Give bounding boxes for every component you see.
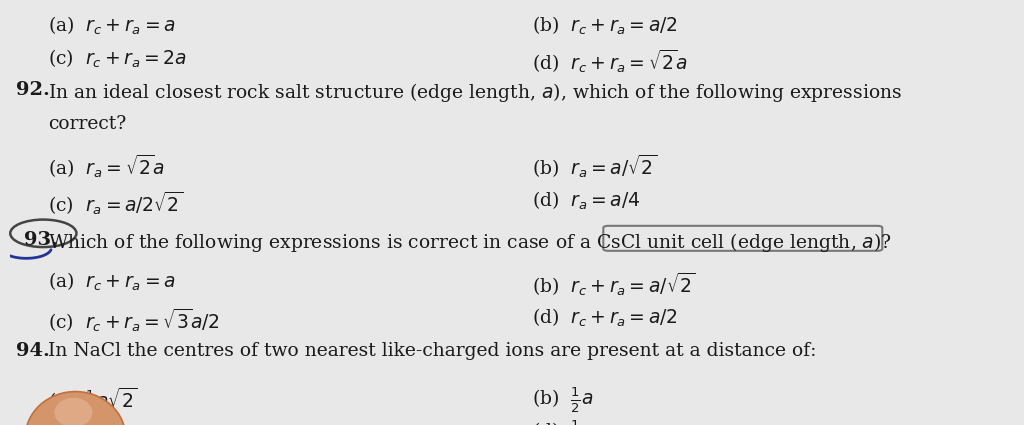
Text: (a)  $r_c + r_a = a$: (a) $r_c + r_a = a$ [48,15,176,37]
Text: $a$: $a$ [79,416,90,425]
Ellipse shape [54,398,92,425]
Text: (b)  $r_c + r_a = a/2$: (b) $r_c + r_a = a/2$ [532,15,678,37]
Text: (a)  $r_c + r_a = a$: (a) $r_c + r_a = a$ [48,271,176,293]
Text: (b)  $r_c + r_a = a/\sqrt{2}$: (b) $r_c + r_a = a/\sqrt{2}$ [532,271,696,298]
Text: (d)  $r_c + r_a = \sqrt{2}a$: (d) $r_c + r_a = \sqrt{2}a$ [532,48,688,75]
Text: Which of the following expressions is correct in case of a CsCl unit cell (edge : Which of the following expressions is co… [48,231,892,254]
Text: (b)  $\frac{1}{2}a$: (b) $\frac{1}{2}a$ [532,385,594,415]
Text: (a)  $\frac{1}{2}a\sqrt{2}$: (a) $\frac{1}{2}a\sqrt{2}$ [48,385,138,417]
Text: (d)  $r_c + r_a = a/2$: (d) $r_c + r_a = a/2$ [532,306,678,329]
Text: (d)  $r_a = a/4$: (d) $r_a = a/4$ [532,190,641,212]
Text: (a)  $r_a = \sqrt{2}a$: (a) $r_a = \sqrt{2}a$ [48,152,165,179]
Text: (c)  $r_c + r_a = 2a$: (c) $r_c + r_a = 2a$ [48,48,187,70]
Text: 92.: 92. [16,81,50,99]
Ellipse shape [26,391,126,425]
Text: 94.: 94. [16,342,50,360]
Text: (c)  $r_c + r_a = \sqrt{3}a/2$: (c) $r_c + r_a = \sqrt{3}a/2$ [48,306,220,334]
Text: (c)  $r_a = a/2\sqrt{2}$: (c) $r_a = a/2\sqrt{2}$ [48,190,183,217]
Text: In an ideal closest rock salt structure (edge length, $a$), which of the followi: In an ideal closest rock salt structure … [48,81,902,104]
Text: 93.: 93. [25,231,58,249]
Text: correct?: correct? [48,115,127,133]
Text: (d)  $\frac{1}{2}$: (d) $\frac{1}{2}$ [532,419,581,425]
Text: (b)  $r_a = a/\sqrt{2}$: (b) $r_a = a/\sqrt{2}$ [532,152,657,179]
Text: In NaCl the centres of two nearest like-charged ions are present at a distance o: In NaCl the centres of two nearest like-… [48,342,817,360]
